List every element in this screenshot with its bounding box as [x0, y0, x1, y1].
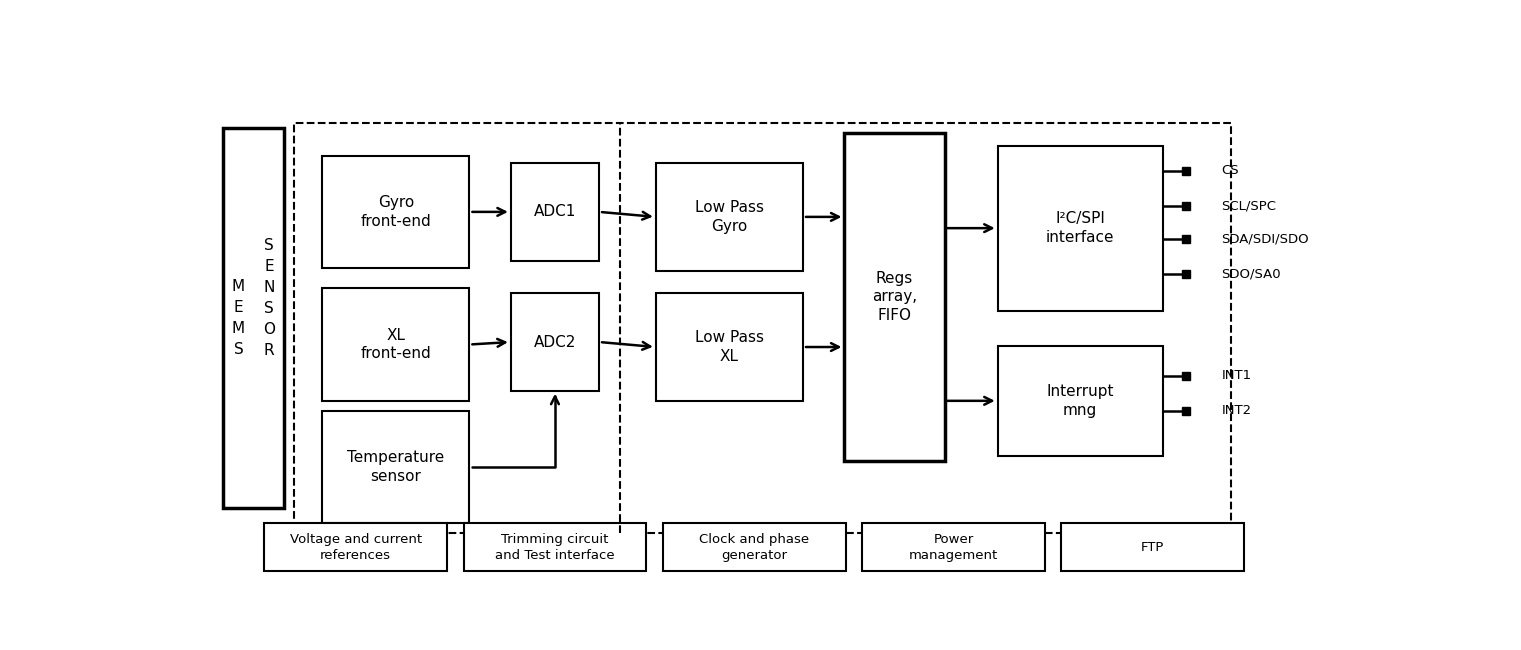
Text: Low Pass
XL: Low Pass XL [695, 330, 764, 364]
FancyBboxPatch shape [663, 523, 846, 571]
Text: Interrupt
mng: Interrupt mng [1046, 384, 1113, 417]
Text: Power
management: Power management [908, 533, 998, 562]
FancyBboxPatch shape [1062, 523, 1244, 571]
FancyBboxPatch shape [265, 523, 447, 571]
Text: XL
front-end: XL front-end [360, 328, 430, 361]
FancyBboxPatch shape [844, 133, 945, 461]
FancyBboxPatch shape [322, 288, 470, 401]
FancyBboxPatch shape [464, 523, 646, 571]
FancyBboxPatch shape [224, 128, 284, 508]
FancyBboxPatch shape [998, 346, 1162, 456]
Text: FTP: FTP [1141, 541, 1164, 554]
FancyBboxPatch shape [998, 146, 1162, 311]
Text: Clock and phase
generator: Clock and phase generator [700, 533, 809, 562]
Text: SDO/SA0: SDO/SA0 [1221, 268, 1281, 281]
FancyBboxPatch shape [511, 163, 599, 261]
Text: Gyro
front-end: Gyro front-end [360, 195, 430, 229]
FancyBboxPatch shape [322, 411, 470, 523]
Text: Temperature
sensor: Temperature sensor [347, 450, 444, 484]
FancyBboxPatch shape [656, 293, 803, 401]
FancyBboxPatch shape [322, 155, 470, 268]
Text: Voltage and current
references: Voltage and current references [289, 533, 421, 562]
Text: SDA/SDI/SDO: SDA/SDI/SDO [1221, 233, 1310, 246]
Text: S
E
N
S
O
R: S E N S O R [263, 238, 275, 358]
Text: ADC1: ADC1 [534, 204, 576, 220]
Text: INT2: INT2 [1221, 404, 1252, 417]
Text: ADC2: ADC2 [534, 335, 576, 350]
FancyBboxPatch shape [656, 163, 803, 270]
Text: I²C/SPI
interface: I²C/SPI interface [1046, 211, 1115, 245]
Text: Low Pass
Gyro: Low Pass Gyro [695, 200, 764, 234]
FancyBboxPatch shape [511, 293, 599, 391]
FancyBboxPatch shape [862, 523, 1045, 571]
Text: CS: CS [1221, 164, 1240, 177]
Text: Trimming circuit
and Test interface: Trimming circuit and Test interface [496, 533, 614, 562]
Text: Regs
array,
FIFO: Regs array, FIFO [872, 271, 917, 323]
Text: M
E
M
S: M E M S [231, 280, 245, 358]
Text: INT1: INT1 [1221, 369, 1252, 382]
Text: SCL/SPC: SCL/SPC [1221, 199, 1276, 212]
